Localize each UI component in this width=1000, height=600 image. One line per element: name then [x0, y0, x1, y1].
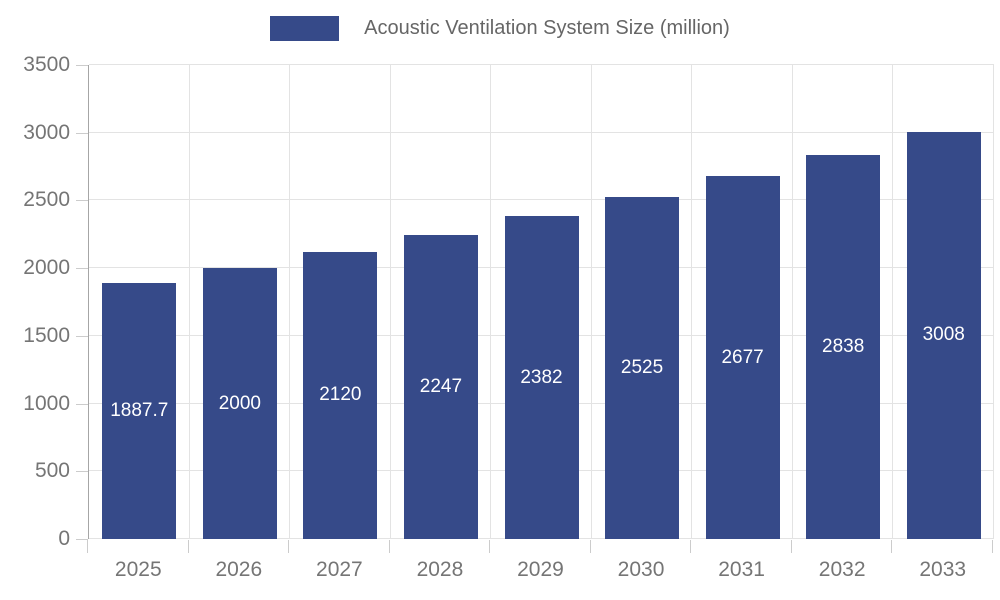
y-tick-label: 1000	[23, 391, 70, 415]
bar[interactable]: 3008	[906, 131, 981, 539]
y-tick	[76, 268, 88, 270]
x-tick-label: 2030	[617, 558, 665, 581]
grid-line-vertical	[590, 65, 592, 539]
bar[interactable]: 2120	[303, 251, 378, 539]
y-tick-label: 3500	[23, 53, 70, 76]
grid-line-vertical	[993, 65, 994, 539]
grid-line-vertical	[389, 65, 391, 539]
grid-line-vertical	[490, 65, 492, 539]
x-tick	[992, 540, 993, 553]
x-tick-label: 2033	[919, 558, 967, 581]
x-tick-label: 2028	[416, 558, 464, 581]
bar[interactable]: 2000	[202, 268, 277, 539]
bar[interactable]: 2247	[403, 234, 478, 539]
x-tick-label: 2026	[215, 558, 263, 581]
bar-value-label: 2525	[620, 357, 664, 379]
y-tick	[76, 132, 88, 134]
grid-line-vertical	[289, 65, 291, 539]
y-tick-label: 500	[34, 459, 70, 483]
y-tick	[76, 335, 88, 337]
x-tick	[589, 540, 591, 553]
grid-line-horizontal	[89, 64, 994, 65]
grid-line-horizontal	[89, 199, 994, 201]
y-tick	[76, 403, 88, 405]
y-tick-label: 2000	[23, 256, 70, 280]
bar-value-label: 2382	[520, 366, 563, 388]
bar-value-label: 2000	[218, 392, 261, 414]
x-tick	[690, 540, 692, 553]
y-tick-label: 3000	[23, 120, 70, 144]
bar[interactable]: 2382	[504, 216, 579, 539]
legend-label: Acoustic Ventilation System Size (millio…	[364, 17, 730, 39]
grid-line-horizontal	[89, 131, 994, 133]
bar-value-label: 2677	[721, 346, 764, 368]
x-tick	[790, 540, 792, 553]
grid-line-vertical	[188, 65, 190, 539]
grid-line-vertical	[791, 65, 793, 539]
y-tick	[76, 65, 88, 66]
x-tick-label: 2027	[316, 558, 363, 581]
bar-value-label: 3008	[922, 324, 965, 346]
bar-value-label: 2120	[319, 384, 362, 406]
plot-area: 1887.7 2000 2120 2247 2382 2525 2677 2838 3008	[88, 64, 994, 539]
x-tick-label: 2029	[517, 558, 564, 581]
bar-value-label: 2838	[822, 335, 865, 357]
bar[interactable]: 2838	[806, 154, 881, 539]
x-tick	[187, 540, 189, 553]
x-tick	[891, 540, 893, 553]
y-tick-label: 2500	[23, 188, 70, 212]
grid-line-vertical	[892, 65, 894, 539]
legend[interactable]: Acoustic Ventilation System Size (millio…	[0, 16, 1000, 41]
x-tick	[87, 540, 88, 553]
bar[interactable]: 2525	[605, 197, 680, 539]
x-tick-label: 2025	[114, 558, 162, 581]
bar[interactable]: 2677	[705, 176, 780, 539]
y-tick-label: 1500	[23, 323, 70, 347]
grid-line-vertical	[691, 65, 693, 539]
y-tick	[76, 200, 88, 202]
x-tick-label: 2032	[818, 558, 866, 581]
bar-value-label: 2247	[419, 375, 463, 397]
y-tick	[76, 539, 88, 540]
x-tick-label: 2031	[718, 558, 765, 581]
x-tick	[489, 540, 491, 553]
bar[interactable]: 1887.7	[102, 283, 177, 539]
x-tick	[388, 540, 390, 553]
bar-value-label: 1887.7	[110, 400, 169, 422]
y-tick-label: 0	[58, 527, 70, 550]
y-tick	[76, 471, 88, 473]
x-tick	[288, 540, 290, 553]
legend-swatch	[270, 16, 340, 41]
